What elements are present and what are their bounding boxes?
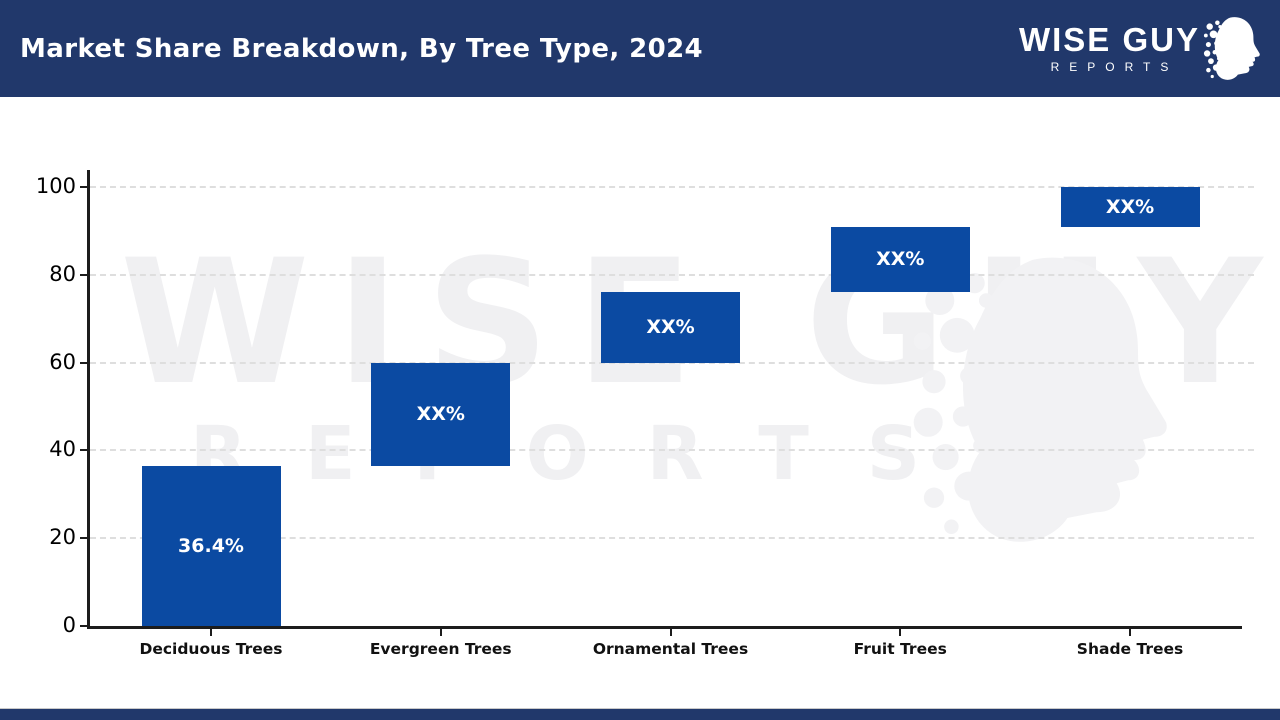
bar-value-label: XX% [876, 248, 925, 271]
bar-ornamental-trees: XX% [601, 292, 740, 363]
brand-subname: REPORTS [1050, 60, 1179, 74]
brand-name: WISE GUY [1018, 21, 1200, 58]
x-tick-label: Shade Trees [1076, 640, 1184, 658]
y-tick-mark [80, 273, 88, 276]
x-tick-mark [210, 629, 212, 636]
chart-canvas: WISE GUY REPORTS 02040608010036.4%Decidu… [0, 97, 1280, 708]
x-tick-mark [669, 629, 672, 636]
bar-value-label: 36.4% [178, 535, 244, 558]
y-tick-label: 0 [62, 613, 76, 637]
bar-value-label: XX% [416, 403, 465, 426]
y-tick-label: 60 [49, 349, 76, 374]
watermark-text-reports: REPORTS [190, 411, 979, 497]
x-axis [87, 626, 1242, 629]
face-profile-logo-icon [1203, 16, 1260, 80]
gridline [90, 273, 1254, 276]
bar-deciduous-trees: 36.4% [141, 466, 281, 626]
gridline [90, 361, 1254, 364]
gridline [90, 186, 1254, 188]
x-tick-label: Evergreen Trees [369, 640, 512, 658]
y-axis [87, 170, 90, 628]
bar-value-label: XX% [1105, 195, 1155, 218]
header: Market Share Breakdown, By Tree Type, 20… [0, 0, 1280, 97]
bar-value-label: XX% [646, 316, 695, 339]
gridline [90, 449, 1254, 452]
x-tick-label: Deciduous Trees [139, 640, 283, 658]
page-title: Market Share Breakdown, By Tree Type, 20… [20, 33, 704, 64]
x-tick-label: Fruit Trees [853, 640, 947, 658]
y-tick-mark [80, 625, 88, 627]
bar-fruit-trees: XX% [830, 226, 970, 293]
x-tick-mark [439, 629, 442, 636]
y-tick-label: 40 [49, 437, 76, 462]
x-tick-mark [899, 629, 902, 636]
bar-evergreen-trees: XX% [371, 362, 511, 467]
brand-logo-text: WISE GUY REPORTS [1019, 23, 1200, 74]
bar-shade-trees: XX% [1060, 187, 1200, 227]
x-tick-label: Ornamental Trees [592, 640, 749, 658]
y-tick-mark [80, 361, 88, 364]
y-tick-mark [80, 537, 88, 540]
y-tick-label: 80 [49, 261, 76, 286]
y-tick-mark [80, 449, 88, 452]
footer-bar [0, 708, 1280, 720]
gridline [90, 537, 1254, 540]
brand-logo: WISE GUY REPORTS [1019, 10, 1266, 88]
y-tick-label: 100 [35, 174, 76, 198]
y-tick-mark [80, 186, 88, 188]
x-tick-mark [1129, 629, 1131, 636]
y-tick-label: 20 [49, 525, 76, 550]
